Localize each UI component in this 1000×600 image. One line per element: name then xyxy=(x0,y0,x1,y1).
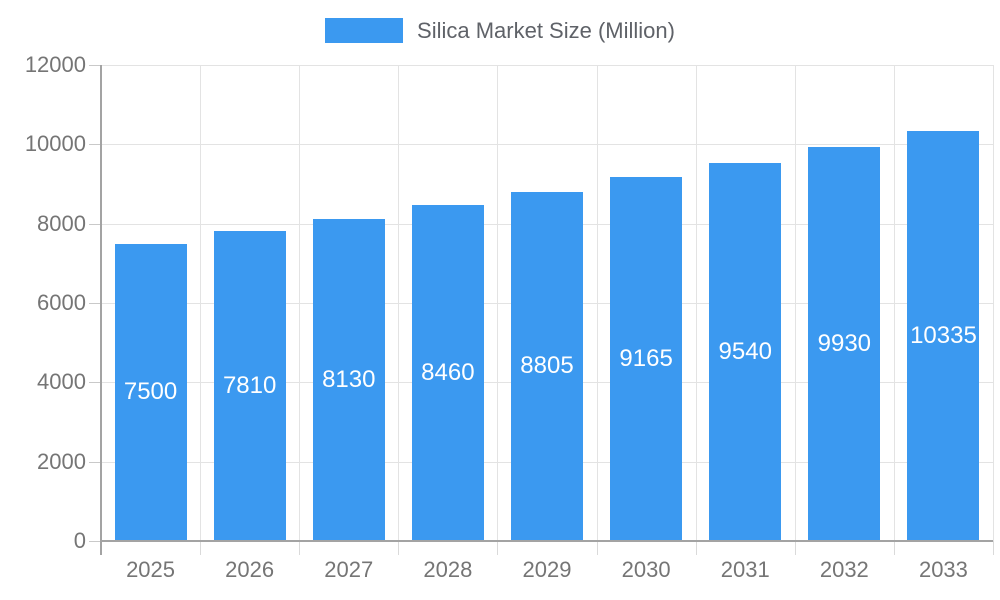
legend[interactable]: Silica Market Size (Million) xyxy=(0,18,1000,43)
x-axis xyxy=(100,540,993,542)
bar[interactable] xyxy=(114,243,187,541)
y-axis-tick xyxy=(89,144,101,146)
gridline-vertical xyxy=(497,65,499,541)
x-axis-tick-label: 2025 xyxy=(126,557,176,582)
y-axis-tick xyxy=(89,303,101,304)
bar[interactable] xyxy=(312,218,385,541)
x-axis-tick xyxy=(695,541,697,555)
gridline-vertical xyxy=(993,65,994,541)
x-axis-tick-label: 2027 xyxy=(324,557,374,582)
gridline-vertical xyxy=(200,65,202,541)
x-axis-tick xyxy=(398,541,400,555)
x-axis-tick-label: 2026 xyxy=(225,557,275,582)
gridline-vertical xyxy=(596,65,598,541)
bar[interactable] xyxy=(511,191,583,541)
x-axis-tick xyxy=(497,541,499,555)
y-axis-tick xyxy=(89,541,101,542)
bar-value-label: 7500 xyxy=(123,378,178,406)
x-axis-tick xyxy=(993,541,994,555)
y-axis-tick-label: 10000 xyxy=(24,131,86,157)
bar-value-label: 7810 xyxy=(222,372,277,400)
gridline-vertical xyxy=(695,65,697,541)
legend-swatch-icon xyxy=(325,18,404,43)
x-axis-tick-label: 2028 xyxy=(423,557,473,582)
bar-value-label: 8460 xyxy=(421,359,475,387)
gridline-vertical xyxy=(398,65,400,541)
bar[interactable] xyxy=(610,177,683,541)
gridline-vertical xyxy=(893,65,895,541)
y-axis-tick xyxy=(89,461,101,463)
y-axis-tick-label: 6000 xyxy=(37,290,86,315)
x-axis-tick xyxy=(299,541,301,555)
bar-value-label: 9930 xyxy=(817,330,872,358)
bar-value-label: 9540 xyxy=(718,337,772,365)
bar-value-label: 8805 xyxy=(520,352,574,380)
x-axis-tick-label: 2031 xyxy=(720,557,770,582)
bar[interactable] xyxy=(411,205,484,541)
y-axis-tick-label: 0 xyxy=(73,528,86,553)
x-axis-tick-label: 2032 xyxy=(819,557,869,582)
bar[interactable] xyxy=(808,147,881,541)
x-axis-tick xyxy=(596,541,598,555)
gridline-vertical xyxy=(794,65,796,541)
bar[interactable] xyxy=(709,162,782,541)
gridline-horizontal xyxy=(101,144,993,146)
x-axis-tick xyxy=(794,541,796,555)
y-axis-tick-label: 2000 xyxy=(37,448,86,474)
y-axis-tick xyxy=(89,382,101,384)
y-axis-tick xyxy=(89,223,101,225)
x-axis-tick-label: 2030 xyxy=(621,557,671,582)
y-axis xyxy=(100,65,102,555)
bar[interactable] xyxy=(907,131,980,541)
y-axis-tick-label: 12000 xyxy=(24,52,86,77)
x-axis-tick xyxy=(200,541,202,555)
bar-value-label: 9165 xyxy=(619,345,673,373)
y-axis-tick-label: 8000 xyxy=(37,210,86,236)
bar[interactable] xyxy=(213,231,286,541)
gridline-horizontal xyxy=(101,65,993,66)
bar-value-label: 8130 xyxy=(322,365,376,393)
x-axis-tick-label: 2033 xyxy=(918,557,968,582)
y-axis-tick xyxy=(89,65,101,66)
y-axis-tick-label: 4000 xyxy=(37,369,86,395)
gridline-vertical xyxy=(299,65,301,541)
x-axis-tick xyxy=(893,541,895,555)
legend-label: Silica Market Size (Million) xyxy=(417,18,675,43)
x-axis-tick-label: 2029 xyxy=(522,557,572,582)
bar-value-label: 10335 xyxy=(910,322,977,350)
